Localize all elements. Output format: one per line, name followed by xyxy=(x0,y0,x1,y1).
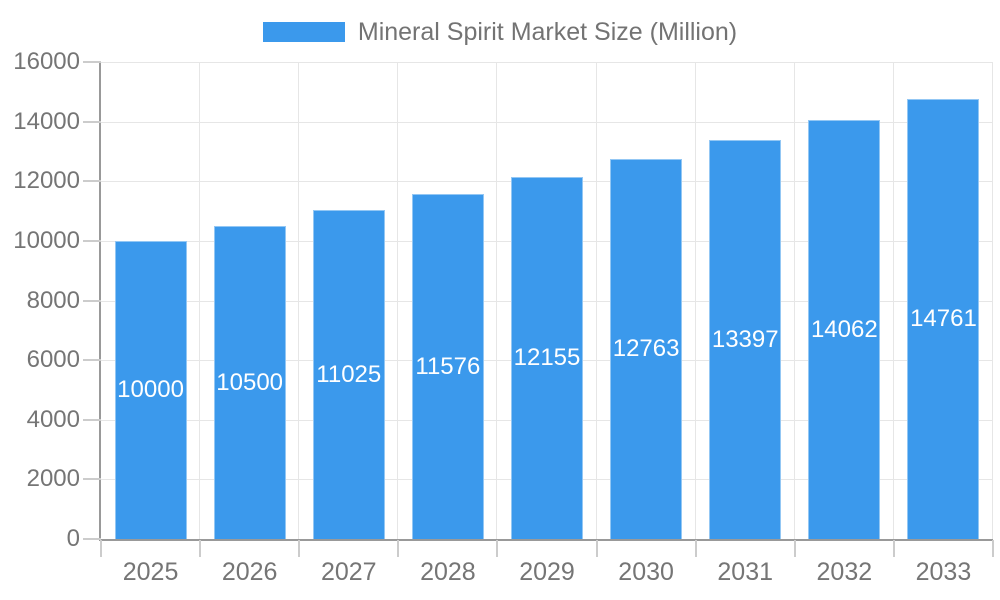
y-axis-label: 14000 xyxy=(13,107,80,135)
chart-legend[interactable]: Mineral Spirit Market Size (Million) xyxy=(0,18,1000,46)
bar-2030[interactable]: 12763 xyxy=(610,158,683,539)
y-axis-tick xyxy=(83,478,101,481)
y-axis-tick xyxy=(83,299,101,302)
y-axis-label: 0 xyxy=(66,525,80,552)
x-axis-label: 2032 xyxy=(816,558,873,586)
plot-area: 10000 10500 11025 11576 12155 12763 13397 14062… xyxy=(99,62,993,541)
x-axis-tick xyxy=(694,540,697,557)
gridline-vertical xyxy=(595,62,597,539)
gridline-vertical xyxy=(694,62,696,539)
gridline-vertical xyxy=(199,62,201,539)
legend-label: Mineral Spirit Market Size (Million) xyxy=(357,18,738,46)
x-axis-label: 2028 xyxy=(420,558,476,586)
gridline-horizontal xyxy=(101,62,993,63)
bar-value-label: 13397 xyxy=(711,325,779,353)
x-axis-tick xyxy=(100,540,102,557)
bar-value-label: 12763 xyxy=(612,335,680,363)
y-axis-label: 4000 xyxy=(26,405,80,433)
bar-value-label: 14761 xyxy=(910,305,977,333)
bar-2028[interactable]: 11576 xyxy=(411,193,484,539)
gridline-vertical xyxy=(793,62,795,539)
bar-2025[interactable]: 10000 xyxy=(114,240,187,539)
y-axis-tick xyxy=(83,359,101,362)
gridline-vertical xyxy=(892,62,894,539)
bar-value-label: 10500 xyxy=(216,368,284,396)
gridline-vertical xyxy=(496,62,498,539)
bar-value-label: 10000 xyxy=(117,376,184,404)
x-axis-label: 2033 xyxy=(915,558,972,586)
y-axis-tick xyxy=(83,538,101,540)
y-axis-tick xyxy=(83,239,101,242)
x-axis-label: 2031 xyxy=(717,558,774,586)
x-axis-tick xyxy=(892,540,895,557)
gridline-vertical xyxy=(298,62,300,539)
y-axis-label: 10000 xyxy=(13,226,80,254)
bar-value-label: 12155 xyxy=(513,344,581,372)
y-axis-tick xyxy=(83,61,101,63)
gridline-horizontal xyxy=(101,121,993,123)
x-axis-tick xyxy=(496,540,499,557)
y-axis-label: 12000 xyxy=(13,167,80,195)
y-axis-label: 16000 xyxy=(13,48,80,75)
x-axis-label: 2029 xyxy=(519,558,575,586)
y-axis-label: 6000 xyxy=(26,346,80,374)
bar-2029[interactable]: 12155 xyxy=(511,176,583,539)
x-axis-tick xyxy=(793,540,796,557)
bar-2032[interactable]: 14062 xyxy=(808,119,881,539)
x-axis-tick xyxy=(298,540,301,557)
x-axis-tick xyxy=(992,540,994,557)
x-axis-label: 2025 xyxy=(122,558,179,586)
bar-value-label: 11576 xyxy=(415,352,481,380)
bar-2031[interactable]: 13397 xyxy=(709,139,782,539)
x-axis-tick xyxy=(397,540,400,557)
y-axis-tick xyxy=(83,120,101,123)
x-axis-tick xyxy=(199,540,202,557)
y-axis-tick xyxy=(83,180,101,183)
x-axis-tick xyxy=(595,540,598,557)
legend-swatch xyxy=(262,22,345,42)
x-axis-label: 2030 xyxy=(618,558,674,586)
y-axis-tick xyxy=(83,418,101,421)
bar-2026[interactable]: 10500 xyxy=(213,225,286,539)
bar-2027[interactable]: 11025 xyxy=(312,210,385,539)
x-axis-label: 2027 xyxy=(320,558,377,586)
y-axis-label: 8000 xyxy=(26,286,80,314)
y-axis-label: 2000 xyxy=(26,465,80,493)
bar-value-label: 11025 xyxy=(316,361,382,389)
bar-2033[interactable]: 14761 xyxy=(907,98,980,539)
gridline-vertical xyxy=(397,62,399,539)
gridline-vertical xyxy=(992,62,993,539)
x-axis-label: 2026 xyxy=(221,558,278,586)
bar-value-label: 14062 xyxy=(810,315,878,343)
